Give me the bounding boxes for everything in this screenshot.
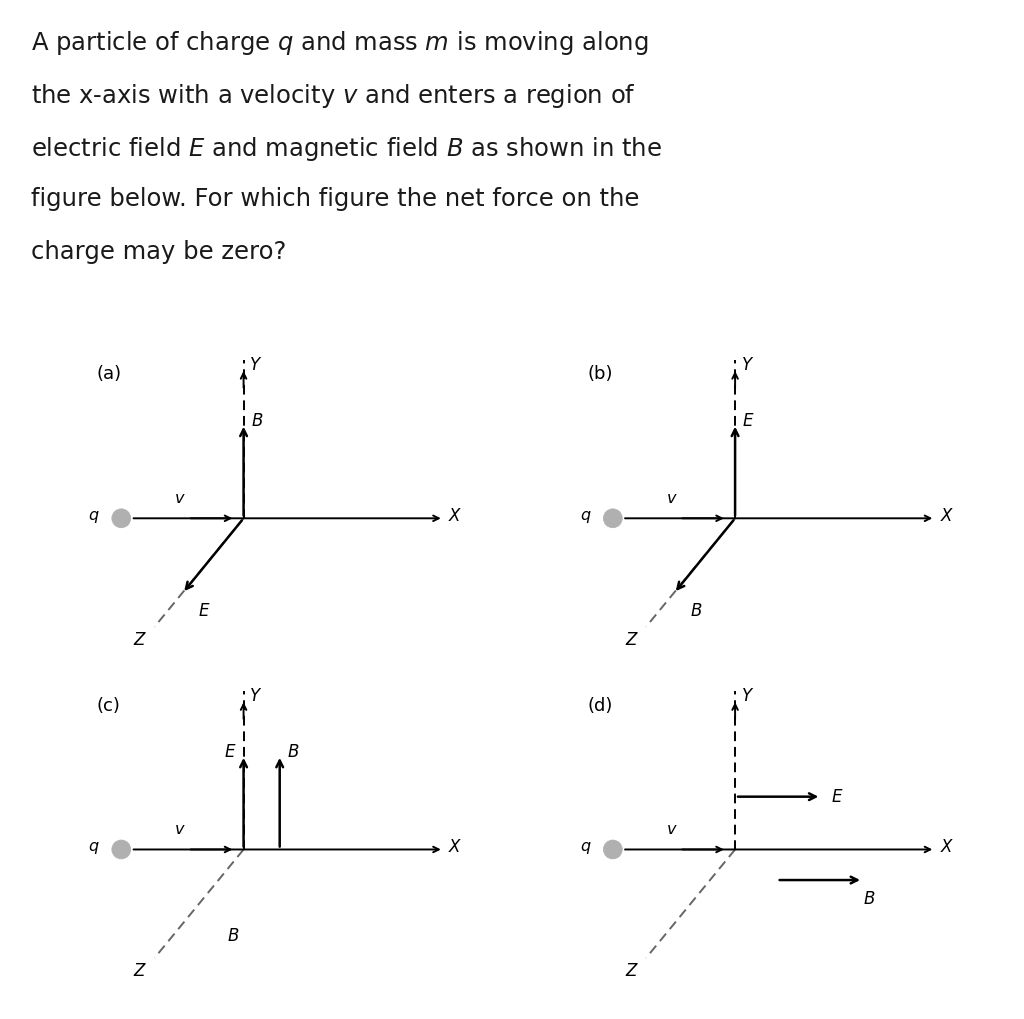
Circle shape xyxy=(603,840,623,859)
Text: $Z$: $Z$ xyxy=(625,631,639,649)
Text: $Z$: $Z$ xyxy=(625,962,639,980)
Text: A particle of charge $q$ and mass $m$ is moving along: A particle of charge $q$ and mass $m$ is… xyxy=(31,29,648,56)
Text: charge may be zero?: charge may be zero? xyxy=(31,240,286,265)
Text: $q$: $q$ xyxy=(580,510,591,525)
Text: (c): (c) xyxy=(96,697,120,714)
Text: $q$: $q$ xyxy=(88,841,99,856)
Circle shape xyxy=(603,508,623,528)
Text: $q$: $q$ xyxy=(580,841,591,856)
Text: $X$: $X$ xyxy=(449,839,463,856)
Text: $E$: $E$ xyxy=(198,601,211,620)
Text: $X$: $X$ xyxy=(940,507,954,525)
Text: $Y$: $Y$ xyxy=(740,356,754,374)
Text: the x-axis with a velocity $v$ and enters a region of: the x-axis with a velocity $v$ and enter… xyxy=(31,82,636,109)
Text: $Y$: $Y$ xyxy=(740,687,754,705)
Text: (d): (d) xyxy=(588,697,613,714)
Circle shape xyxy=(112,508,131,528)
Text: (a): (a) xyxy=(96,366,122,383)
Text: $E$: $E$ xyxy=(742,412,755,430)
Text: $v$: $v$ xyxy=(666,491,678,506)
Text: $E$: $E$ xyxy=(224,743,237,761)
Text: $B$: $B$ xyxy=(863,890,876,908)
Text: figure below. For which figure the net force on the: figure below. For which figure the net f… xyxy=(31,187,639,212)
Text: $Z$: $Z$ xyxy=(133,962,147,980)
Text: $v$: $v$ xyxy=(666,822,678,838)
Text: $Z$: $Z$ xyxy=(133,631,147,649)
Text: $X$: $X$ xyxy=(449,507,463,525)
Text: $X$: $X$ xyxy=(940,839,954,856)
Text: $B$: $B$ xyxy=(287,743,299,761)
Text: $E$: $E$ xyxy=(831,788,844,806)
Text: $v$: $v$ xyxy=(174,822,186,838)
Text: $Y$: $Y$ xyxy=(249,687,262,705)
Text: (b): (b) xyxy=(588,366,613,383)
Text: $B$: $B$ xyxy=(689,601,701,620)
Text: $B$: $B$ xyxy=(251,412,263,430)
Text: $q$: $q$ xyxy=(88,510,99,525)
Text: $B$: $B$ xyxy=(227,926,240,945)
Text: electric field $E$ and magnetic field $B$ as shown in the: electric field $E$ and magnetic field $B… xyxy=(31,135,662,162)
Circle shape xyxy=(112,840,131,859)
Text: $v$: $v$ xyxy=(174,491,186,506)
Text: $Y$: $Y$ xyxy=(249,356,262,374)
